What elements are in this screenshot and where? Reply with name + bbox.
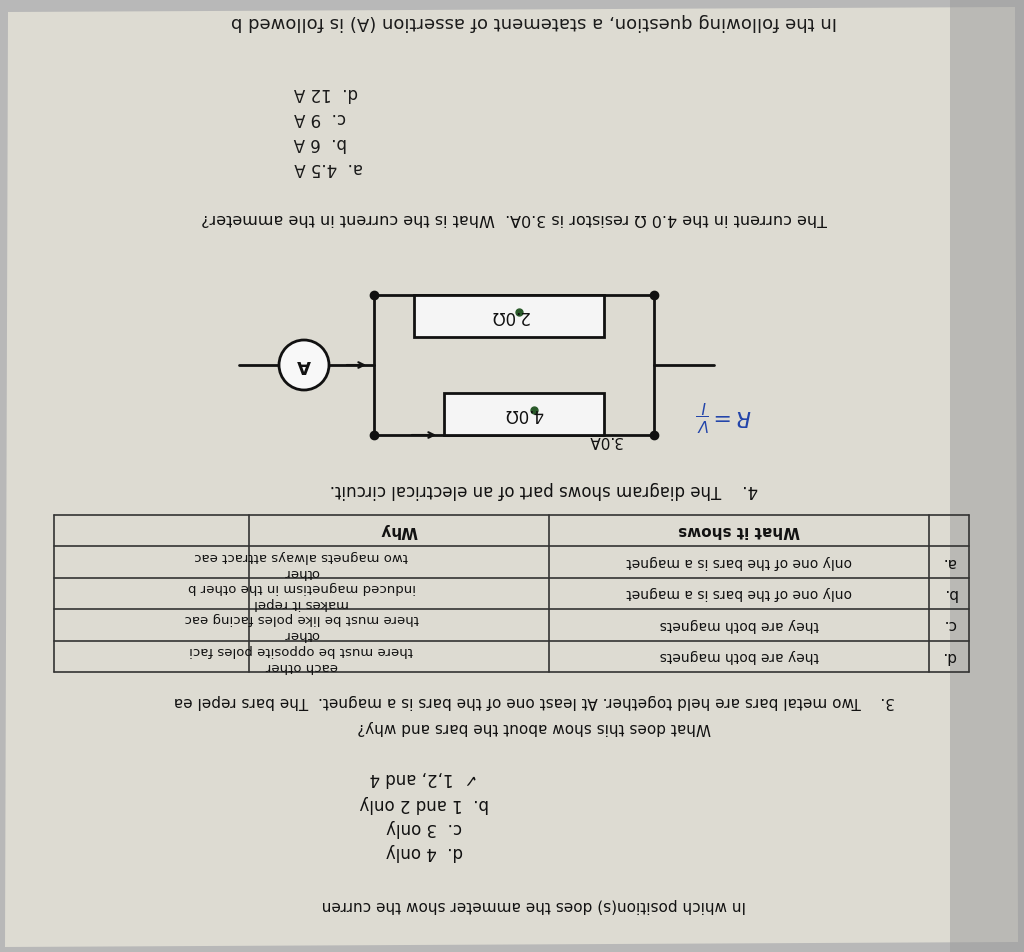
Text: induced magnetism in the other b: induced magnetism in the other b xyxy=(187,581,416,594)
Text: b.  1 and 2 only: b. 1 and 2 only xyxy=(359,795,488,813)
Text: there must be opposite poles faci: there must be opposite poles faci xyxy=(189,644,414,657)
Text: What does this show about the bars and why?: What does this show about the bars and w… xyxy=(357,720,711,735)
Text: In which position(s) does the ammeter show the curren: In which position(s) does the ammeter sh… xyxy=(322,898,746,913)
Text: What it shows: What it shows xyxy=(678,524,800,538)
Bar xyxy=(444,393,604,435)
Text: two magnets always attract eac: two magnets always attract eac xyxy=(195,549,409,563)
Text: c.  3 only: c. 3 only xyxy=(386,819,462,837)
Text: b.  6 A: b. 6 A xyxy=(294,134,347,152)
Text: c.: c. xyxy=(942,618,955,632)
Text: 2.0Ω: 2.0Ω xyxy=(489,307,528,325)
Text: makes it repel: makes it repel xyxy=(254,597,349,610)
Text: they are both magnets: they are both magnets xyxy=(659,649,818,664)
Text: ✓  1,2, and 4: ✓ 1,2, and 4 xyxy=(370,769,478,787)
Text: d.  12 A: d. 12 A xyxy=(294,84,358,102)
Text: Why: Why xyxy=(380,524,418,538)
Text: other: other xyxy=(284,628,319,642)
Text: each other: each other xyxy=(265,660,338,673)
Text: 4.    The diagram shows part of an electrical circuit.: 4. The diagram shows part of an electric… xyxy=(330,481,758,499)
Polygon shape xyxy=(5,7,1018,947)
Text: d.: d. xyxy=(942,649,956,664)
Text: only one of the bars is a magnet: only one of the bars is a magnet xyxy=(626,555,852,569)
Text: d.  4 only: d. 4 only xyxy=(385,843,463,861)
Text: they are both magnets: they are both magnets xyxy=(659,618,818,632)
Text: c.  9 A: c. 9 A xyxy=(294,109,346,127)
Text: b.: b. xyxy=(942,586,956,601)
Text: 3.0A: 3.0A xyxy=(588,432,622,447)
Bar xyxy=(950,0,1024,952)
Text: there must be like poles facing eac: there must be like poles facing eac xyxy=(184,612,419,625)
Text: 4.0Ω: 4.0Ω xyxy=(505,405,544,423)
Bar xyxy=(414,295,604,337)
Text: a.  4.5 A: a. 4.5 A xyxy=(294,159,362,177)
Text: 3.    Two metal bars are held together. At least one of the bars is a magnet.  T: 3. Two metal bars are held together. At … xyxy=(173,695,895,709)
Text: other: other xyxy=(284,565,319,579)
Text: The current in the 4.0 Ω resistor is 3.0A.  What is the current in the ammeter?: The current in the 4.0 Ω resistor is 3.0… xyxy=(201,210,827,226)
Text: $\mathit{R} = \frac{\mathit{V}}{\mathit{I}}$: $\mathit{R} = \frac{\mathit{V}}{\mathit{… xyxy=(696,398,753,432)
Text: In the following question, a statement of assertion (A) is followed b: In the following question, a statement o… xyxy=(231,13,837,31)
Text: only one of the bars is a magnet: only one of the bars is a magnet xyxy=(626,586,852,601)
Text: a.: a. xyxy=(942,555,956,569)
Text: A: A xyxy=(297,356,311,374)
Circle shape xyxy=(279,340,329,390)
